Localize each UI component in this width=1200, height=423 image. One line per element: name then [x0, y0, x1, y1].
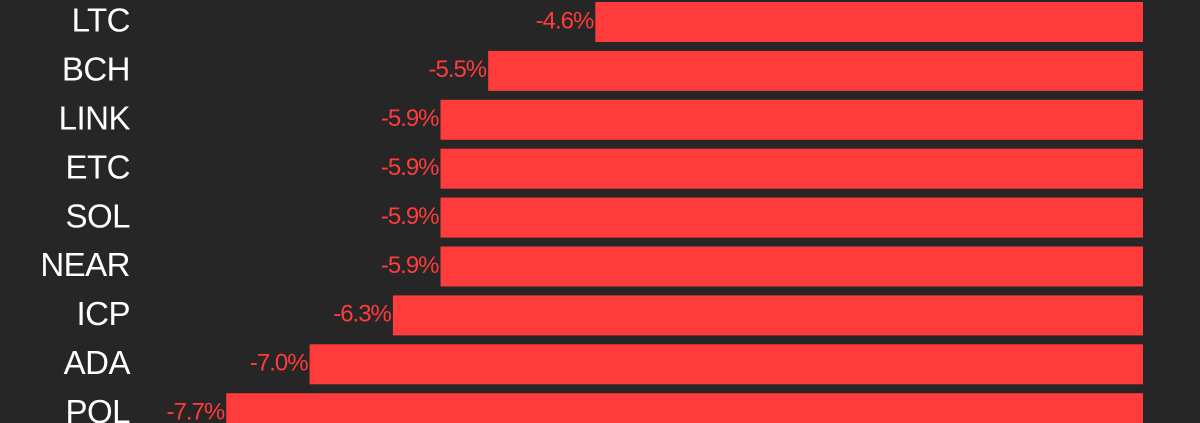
bar: [309, 344, 1143, 385]
bar: [392, 295, 1143, 336]
bar: [440, 99, 1143, 140]
bar: [595, 2, 1143, 42]
category-label: POL: [65, 393, 130, 423]
category-label: BCH: [62, 51, 130, 88]
category-label: LINK: [59, 100, 131, 137]
category-label: ICP: [76, 295, 130, 332]
value-label: -7.7%: [167, 399, 225, 423]
category-label: ETC: [66, 148, 131, 185]
bar: [440, 246, 1143, 287]
bar: [488, 50, 1143, 91]
value-label: -6.3%: [333, 301, 391, 328]
value-label: -7.0%: [250, 350, 308, 377]
value-label: -5.9%: [381, 203, 439, 230]
value-label: -5.9%: [381, 105, 439, 132]
category-label: LTC: [72, 2, 130, 39]
bar: [440, 148, 1143, 189]
value-label: -5.5%: [428, 56, 486, 83]
value-label: -5.9%: [381, 252, 439, 279]
value-label: -4.6%: [536, 7, 594, 34]
category-label: ADA: [64, 344, 131, 381]
value-label: -5.9%: [381, 154, 439, 181]
category-label: SOL: [65, 197, 130, 234]
category-label: NEAR: [40, 246, 130, 283]
bar: [226, 393, 1143, 423]
bar: [440, 197, 1143, 238]
